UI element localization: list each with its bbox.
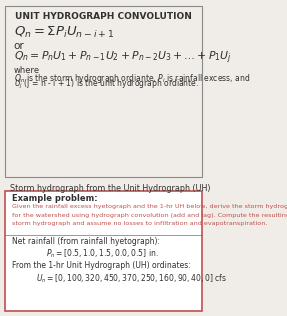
Text: for the watershed using hydrograph convolution (add and lag). Compute the result: for the watershed using hydrograph convo… — [11, 213, 287, 218]
Text: storm hydrograph and assume no losses to infiltration and evapotranspiration.: storm hydrograph and assume no losses to… — [11, 221, 267, 226]
Text: Given the rainfall excess hyetograph and the 1-hr UH below, derive the storm hyd: Given the rainfall excess hyetograph and… — [11, 204, 287, 210]
Text: From the 1-hr Unit Hydrograph (UH) ordinates:: From the 1-hr Unit Hydrograph (UH) ordin… — [11, 261, 190, 270]
Text: Example problem:: Example problem: — [11, 194, 97, 203]
FancyBboxPatch shape — [5, 6, 202, 177]
Text: $Q_n$ is the storm hydrograph ordiante, $P_i$ is rainfall excess, and: $Q_n$ is the storm hydrograph ordiante, … — [14, 72, 250, 85]
FancyBboxPatch shape — [5, 191, 202, 312]
Text: $U_n = [0, 100, 320, 450, 370, 250, 160, 90, 40, 0]$ cfs: $U_n = [0, 100, 320, 450, 370, 250, 160,… — [36, 272, 227, 285]
Text: where: where — [14, 66, 40, 75]
Text: Storm hydrograph from the Unit Hydrograph (UH): Storm hydrograph from the Unit Hydrograp… — [9, 184, 210, 193]
Text: $U_j$ (j = n - i + 1) is the unit hydrograph ordiante.: $U_j$ (j = n - i + 1) is the unit hydrog… — [14, 78, 199, 91]
Text: UNIT HYDROGRAPH CONVOLUTION: UNIT HYDROGRAPH CONVOLUTION — [15, 12, 192, 21]
Text: $P_n = [0.5, 1.0, 1.5, 0.0, 0.5]$ in.: $P_n = [0.5, 1.0, 1.5, 0.0, 0.5]$ in. — [46, 248, 159, 260]
Text: $Q_n = P_n U_1 + P_{n-1} U_2 + P_{n-2} U_3 + \ldots + P_1 U_j$: $Q_n = P_n U_1 + P_{n-1} U_2 + P_{n-2} U… — [14, 50, 232, 66]
Text: or: or — [14, 40, 24, 51]
Text: Net rainfall (from rainfall hyetograph):: Net rainfall (from rainfall hyetograph): — [11, 237, 160, 246]
Text: $Q_n = \Sigma P_i U_{n-i+1}$: $Q_n = \Sigma P_i U_{n-i+1}$ — [14, 25, 114, 40]
